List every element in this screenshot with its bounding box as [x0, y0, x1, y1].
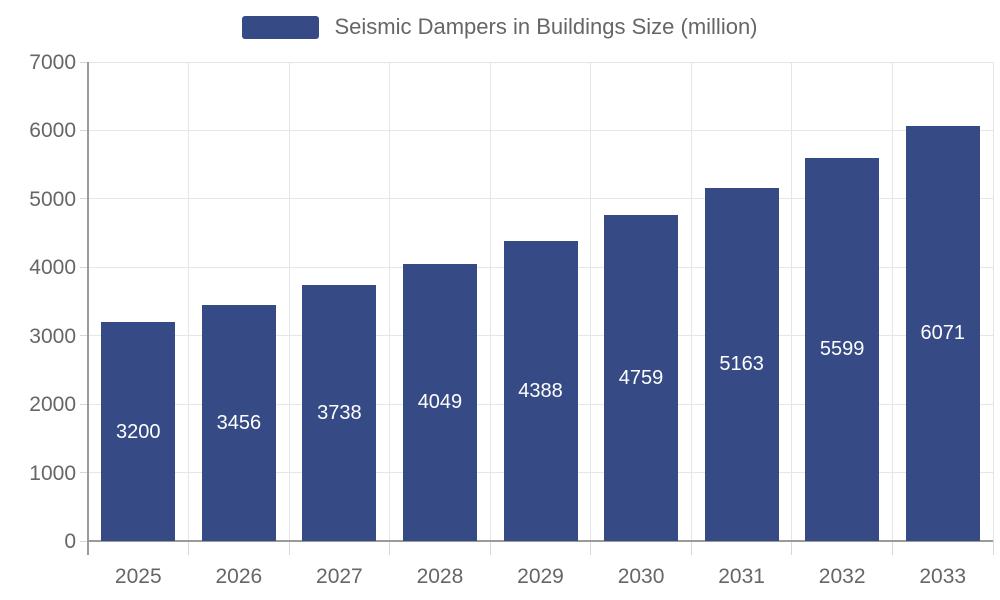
bar-2031 — [704, 187, 779, 541]
h-gridline — [88, 198, 993, 200]
bar-2030 — [604, 215, 679, 541]
y-tick-label: 3000 — [29, 324, 76, 348]
x-tick-mark — [288, 541, 290, 555]
y-tick-mark — [80, 540, 88, 542]
bar-value-label: 6071 — [920, 322, 965, 345]
x-tick-mark — [791, 541, 793, 555]
y-tick-label: 6000 — [29, 119, 76, 143]
x-tick-mark — [188, 541, 190, 555]
legend: Seismic Dampers in Buildings Size (milli… — [0, 14, 1000, 40]
v-gridline — [389, 62, 391, 541]
x-tick-mark — [489, 541, 491, 555]
x-tick-label: 2031 — [718, 565, 765, 588]
bar-2026 — [201, 304, 276, 541]
y-tick-mark — [80, 335, 88, 337]
bar-value-label: 4759 — [618, 367, 664, 390]
bar-2032 — [805, 157, 880, 541]
v-gridline — [188, 62, 190, 541]
y-tick-mark — [80, 266, 88, 268]
y-tick-mark — [80, 61, 88, 63]
x-tick-label: 2030 — [617, 565, 665, 588]
x-tick-mark — [590, 541, 592, 555]
bar-2027 — [302, 285, 377, 541]
legend-swatch — [242, 15, 320, 39]
bar-value-label: 5163 — [719, 353, 764, 376]
y-tick-mark — [80, 129, 88, 131]
y-tick-mark — [80, 403, 88, 405]
v-gridline — [590, 62, 592, 541]
y-tick-label: 0 — [64, 530, 76, 553]
bar-2025 — [101, 322, 176, 541]
y-tick-label: 7000 — [29, 51, 76, 74]
h-gridline — [88, 61, 993, 63]
legend-item-seismic-dampers[interactable]: Seismic Dampers in Buildings Size (milli… — [242, 14, 758, 40]
y-tick-mark — [80, 198, 88, 200]
v-gridline — [489, 62, 491, 541]
bar-value-label: 4388 — [518, 379, 563, 402]
bar-2029 — [503, 240, 578, 541]
v-gridline — [288, 62, 290, 541]
bar-2028 — [402, 263, 477, 541]
x-tick-label: 2033 — [919, 565, 967, 588]
y-axis-line — [87, 62, 89, 555]
x-tick-label: 2027 — [316, 565, 363, 588]
y-tick-mark — [80, 472, 88, 474]
legend-label: Seismic Dampers in Buildings Size (milli… — [334, 14, 758, 39]
x-tick-label: 2029 — [517, 565, 564, 588]
v-gridline — [791, 62, 793, 541]
v-gridline — [891, 62, 893, 541]
h-gridline — [88, 129, 993, 131]
bar-value-label: 5599 — [819, 338, 865, 361]
bar-value-label: 3738 — [317, 402, 362, 425]
bar-value-label: 3456 — [216, 411, 262, 434]
y-tick-label: 5000 — [29, 187, 76, 211]
bar-value-label: 4049 — [417, 391, 463, 414]
bar-2033 — [905, 125, 980, 541]
x-tick-label: 2025 — [114, 565, 162, 588]
v-gridline — [690, 62, 692, 541]
x-tick-label: 2032 — [818, 565, 866, 588]
y-tick-label: 2000 — [29, 393, 76, 417]
x-axis-line — [88, 540, 993, 542]
y-tick-label: 4000 — [29, 256, 76, 280]
x-tick-mark — [992, 541, 994, 555]
x-tick-mark — [690, 541, 692, 555]
x-tick-mark — [389, 541, 391, 555]
v-gridline — [992, 62, 994, 541]
x-tick-label: 2026 — [215, 565, 263, 588]
x-tick-label: 2028 — [416, 565, 464, 588]
y-tick-label: 1000 — [29, 461, 76, 485]
bar-value-label: 3200 — [116, 420, 161, 443]
x-tick-mark — [891, 541, 893, 555]
